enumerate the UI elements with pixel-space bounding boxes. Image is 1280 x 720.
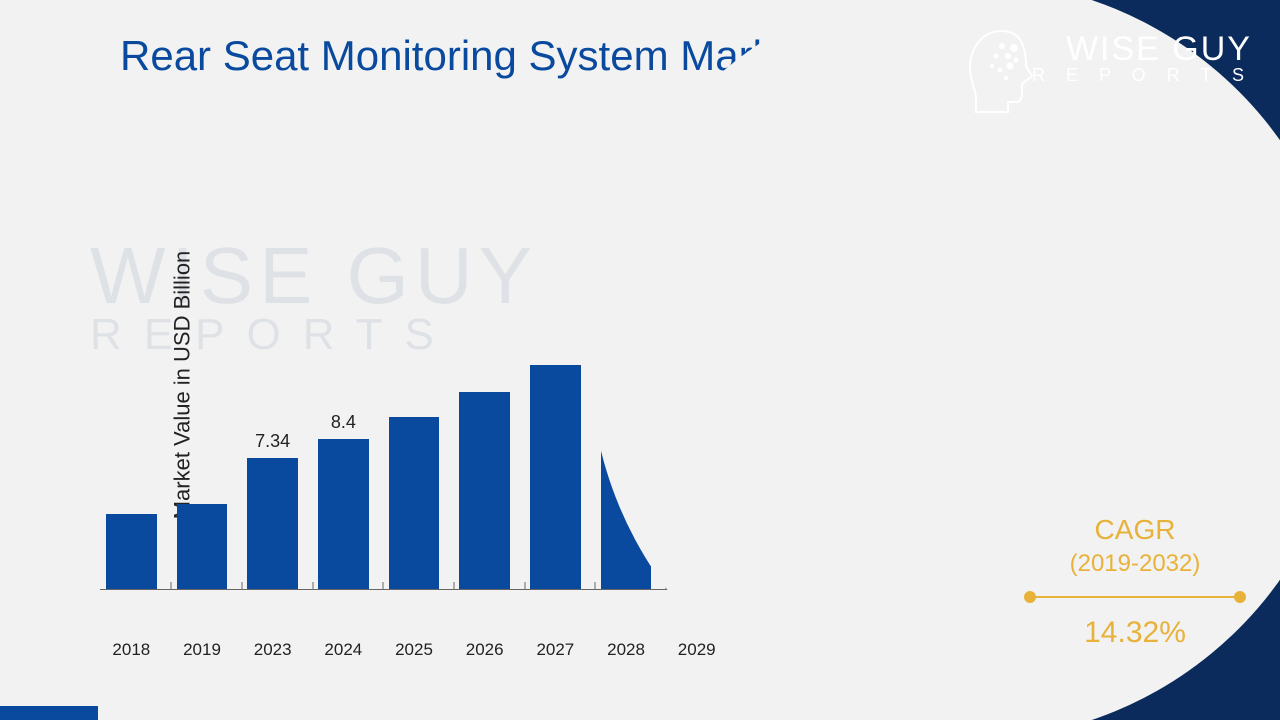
bar-2025: [389, 417, 440, 590]
bar-2018: [106, 514, 157, 590]
bar: [106, 514, 157, 590]
bar: [318, 439, 369, 590]
x-tick: 2024: [324, 640, 362, 660]
x-tick: 2018: [112, 640, 150, 660]
cagr-value: 14.32%: [1030, 616, 1240, 650]
right-panel: WISE GUY R E P O R T S CAGR (2019-2032) …: [970, 0, 1280, 720]
x-tick: 2023: [254, 640, 292, 660]
x-tick: 2025: [395, 640, 433, 660]
x-tick: 2019: [183, 640, 221, 660]
page: WISE GUY REPORTS Rear Seat Monitoring Sy…: [0, 0, 1280, 720]
cagr-range: (2019-2032): [1030, 550, 1240, 578]
cagr-divider: [1030, 596, 1240, 598]
bar-2026: [459, 392, 510, 590]
bar-2019: [177, 504, 228, 590]
bar-2024: 8.4: [318, 439, 369, 590]
x-tick: 2026: [466, 640, 504, 660]
bar: [530, 365, 581, 590]
x-tick: 2028: [607, 640, 645, 660]
head-icon: [962, 26, 1042, 116]
bar-label: 7.34: [255, 431, 290, 452]
cagr-label: CAGR: [1030, 514, 1240, 546]
logo-top: WISE GUY: [1032, 30, 1252, 69]
bar-label: 8.4: [331, 412, 356, 433]
bottom-accent-bar: [0, 706, 98, 720]
chart-title: Rear Seat Monitoring System Market: [120, 32, 809, 80]
bar: [459, 392, 510, 590]
bar-2027: [530, 365, 581, 590]
bar: [177, 504, 228, 590]
x-tick: 2027: [536, 640, 574, 660]
cagr-block: CAGR (2019-2032) 14.32%: [1030, 514, 1240, 650]
bar: [389, 417, 440, 590]
bar: [247, 458, 298, 590]
bar-2023: 7.34: [247, 458, 298, 590]
logo-bottom: R E P O R T S: [1032, 65, 1252, 86]
logo-text: WISE GUY R E P O R T S: [1032, 30, 1252, 86]
x-tick: 2029: [678, 640, 716, 660]
